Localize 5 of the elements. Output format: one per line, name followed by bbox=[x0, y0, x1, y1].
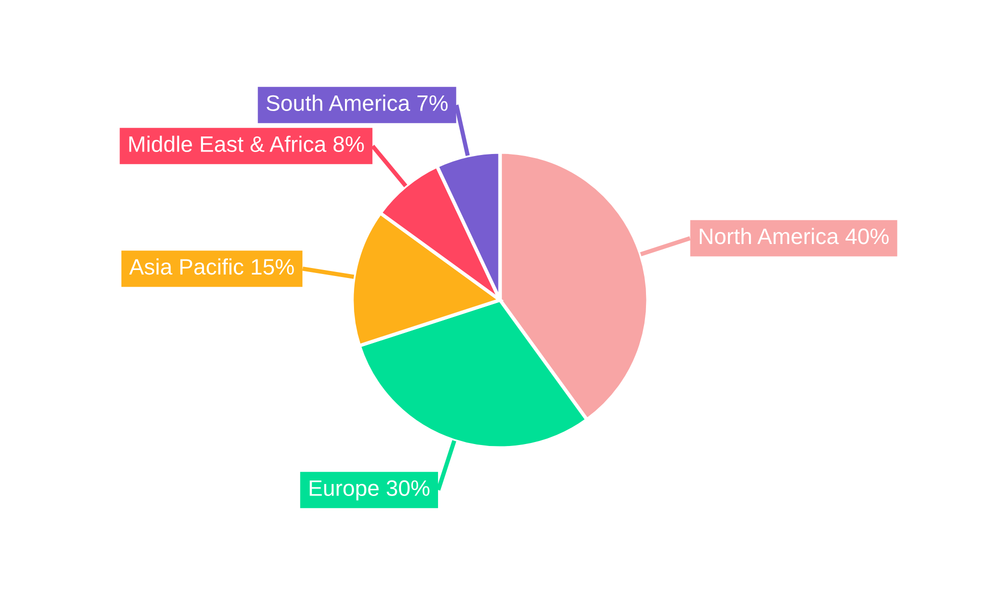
slice-label: North America 40% bbox=[700, 228, 889, 244]
slice-label: Asia Pacific 15% bbox=[129, 258, 294, 275]
slice-label: South America 7% bbox=[266, 94, 448, 111]
slice-label: Middle East & Africa 8% bbox=[129, 136, 364, 152]
slice-label: Europe 30% bbox=[310, 480, 430, 500]
